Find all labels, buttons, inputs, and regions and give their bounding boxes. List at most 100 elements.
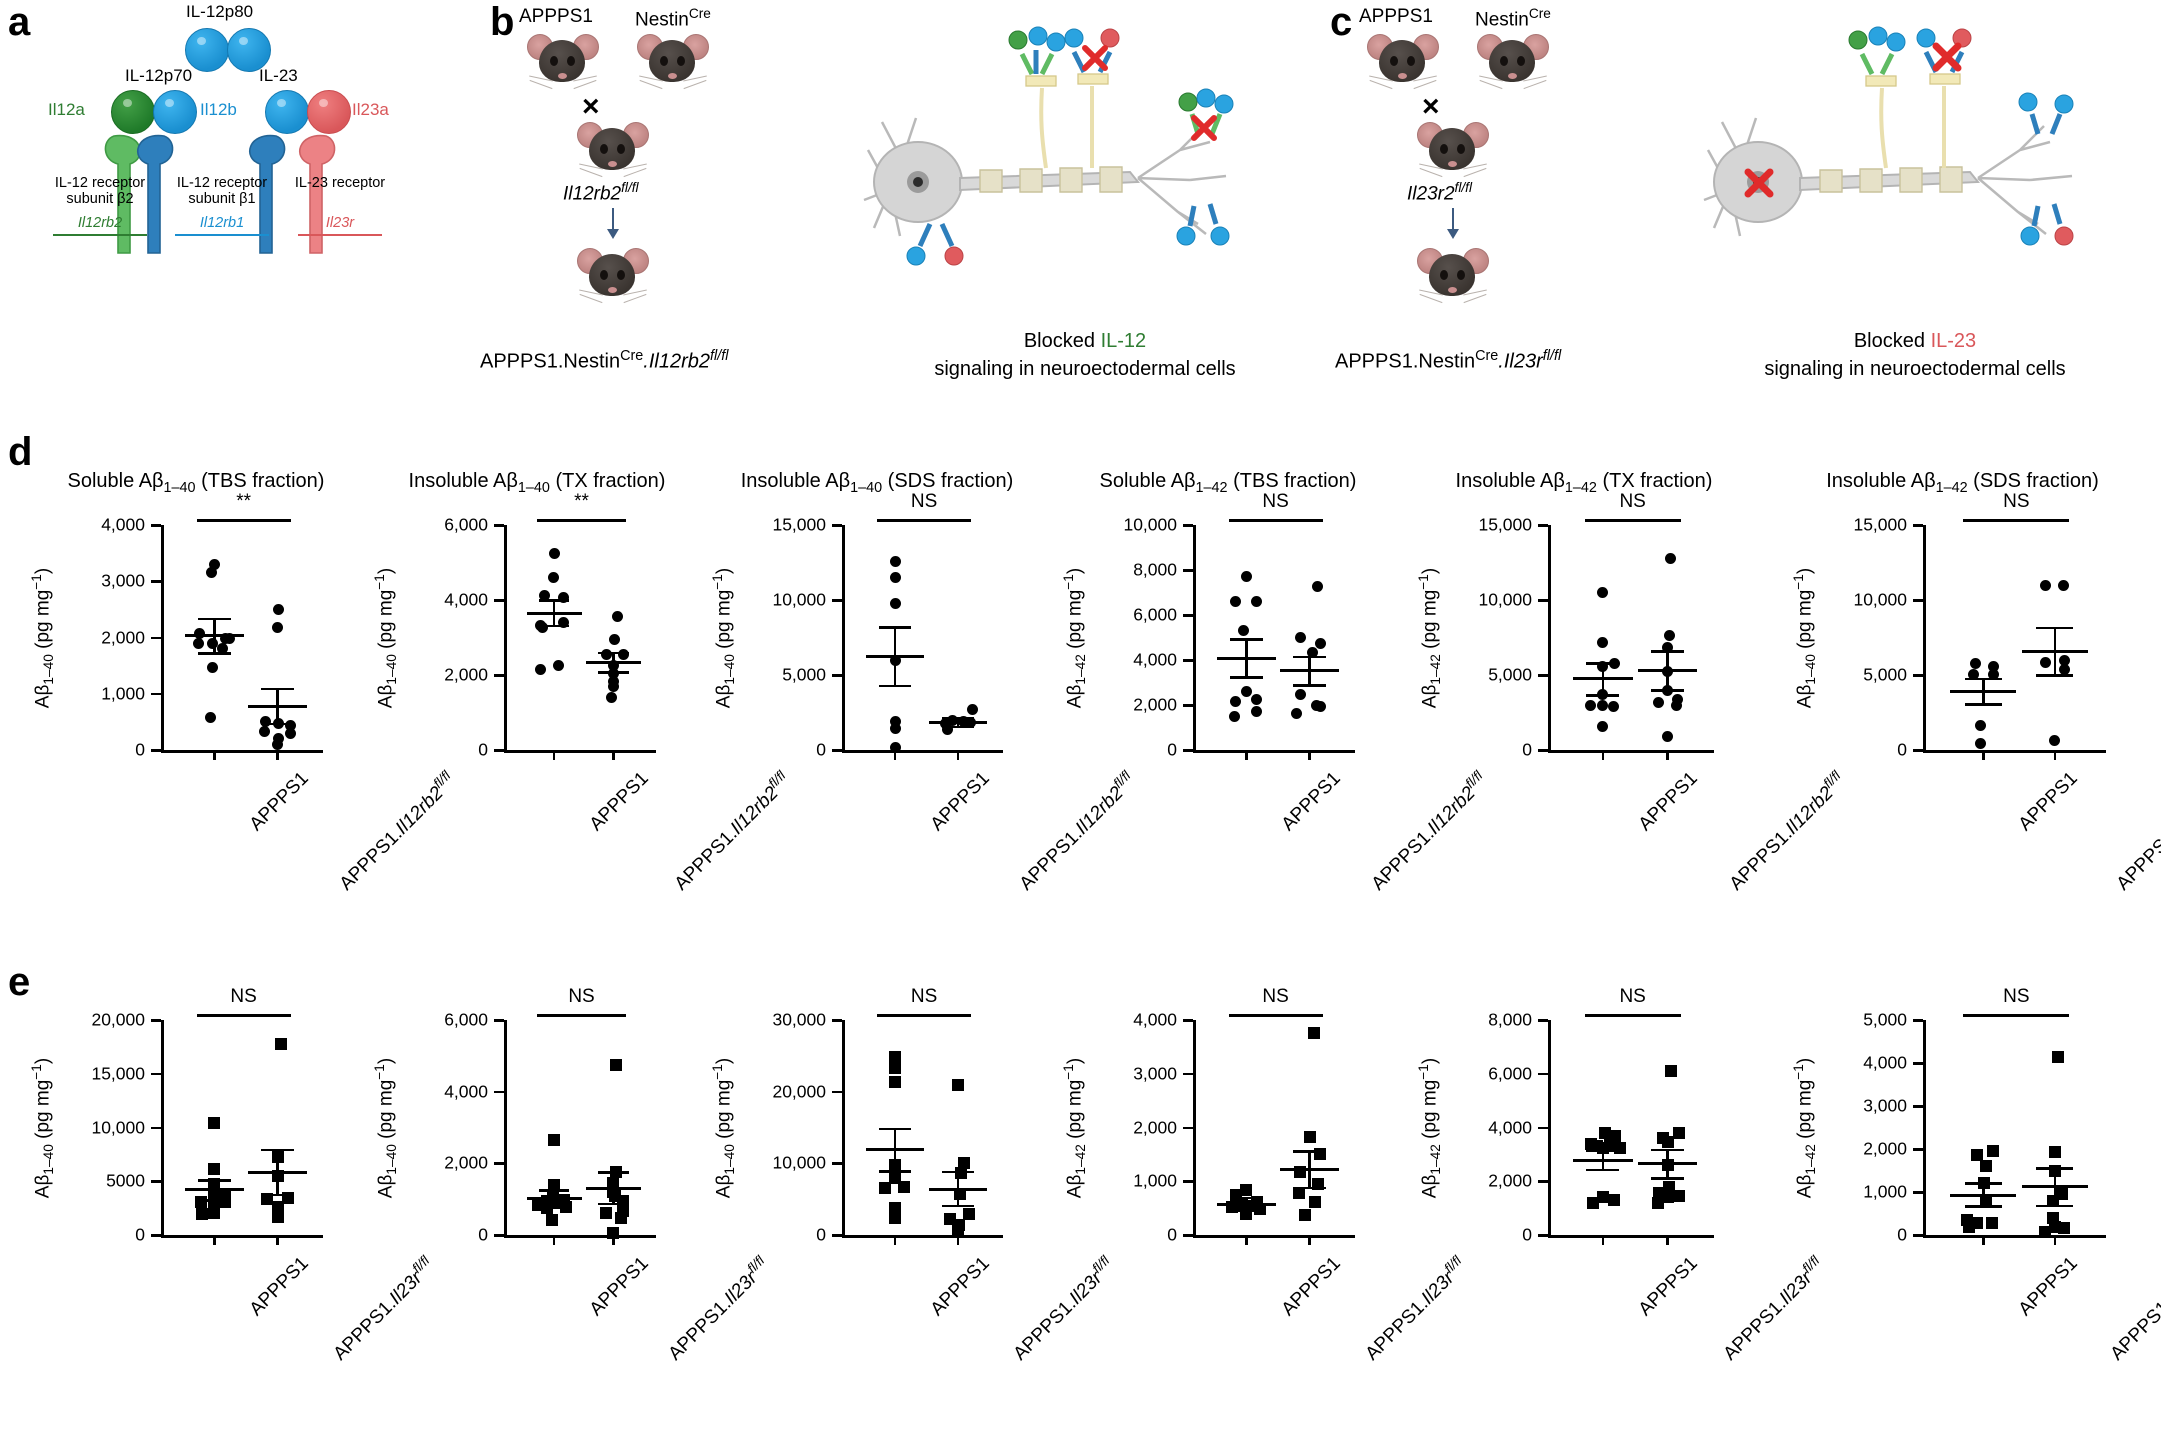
significance-label-e6: NS	[2003, 986, 2030, 1007]
data-point	[1292, 1186, 1305, 1199]
y-tick-d4-5	[1183, 524, 1193, 527]
il23a-ball	[307, 90, 351, 134]
y-ticklabel-d5-3: 15,000	[1478, 514, 1532, 535]
data-point	[548, 1134, 561, 1147]
y-tick-d4-4	[1183, 569, 1193, 572]
error-bar	[956, 1171, 960, 1206]
gene-label-il12b: Il12b	[200, 100, 237, 119]
data-point	[1314, 700, 1326, 712]
underline-il12rb2	[53, 234, 147, 236]
y-ticklabel-d1-4: 4,000	[101, 514, 145, 535]
error-bar	[1666, 651, 1669, 690]
significance-label-d6: NS	[2003, 491, 2030, 512]
gene-label-il23r: Il23r	[325, 215, 355, 231]
y-ticklabel-e6-1: 1,000	[1863, 1181, 1907, 1202]
y-axis-e4	[1193, 1020, 1196, 1237]
panel-c-caption-line2: signaling in neuroectodermal cells	[1764, 358, 2066, 380]
data-point	[259, 715, 271, 727]
data-point	[208, 559, 220, 571]
mouse-offspring-b	[575, 246, 651, 304]
panel-c-offspring-label: APPPS1.NestinCre.Il23rfl/fl	[1335, 348, 1562, 373]
data-point	[889, 555, 901, 567]
y-ticklabel-d4-0: 0	[1167, 739, 1177, 760]
data-point	[1238, 625, 1250, 637]
error-cap-upper	[941, 1170, 974, 1174]
chart-title-d6: Insoluble Aβ1–42 (SDS fraction)	[1826, 470, 2099, 496]
error-cap-lower	[941, 725, 974, 729]
error-bar	[893, 627, 897, 686]
panel-b-letter: b	[490, 0, 515, 44]
data-point	[600, 648, 612, 660]
data-point	[966, 704, 978, 715]
data-point	[1970, 657, 1982, 669]
x-axis-e4	[1193, 1235, 1355, 1238]
y-tick-d5-1	[1538, 674, 1548, 677]
error-bar	[1245, 1197, 1248, 1211]
significance-bar-e2	[537, 1014, 626, 1017]
panel-b-caption-line2: signaling in neuroectodermal cells	[934, 358, 1236, 380]
y-tick-e6-0	[1913, 1234, 1923, 1237]
error-cap-upper	[2036, 1167, 2074, 1170]
cytokine-label-il23: IL-23	[259, 66, 298, 85]
y-tick-e1-4	[151, 1019, 161, 1022]
data-point	[1597, 700, 1609, 712]
chart-title-d2: Insoluble Aβ1–40 (TX fraction)	[408, 470, 666, 496]
error-cap-lower	[1965, 1205, 2002, 1208]
y-axis-label-e1: Aβ1–40 (pg mg−1)	[29, 1057, 57, 1198]
x-axis-d5	[1548, 750, 1714, 753]
data-point	[2052, 1050, 2065, 1063]
y-ticklabel-e6-3: 3,000	[1863, 1095, 1907, 1116]
data-point	[1240, 1184, 1253, 1197]
data-point	[1229, 710, 1241, 722]
data-point	[2059, 655, 2071, 667]
significance-bar-d3	[877, 519, 971, 522]
gene-label-il12rb2: Il12rb2	[77, 215, 123, 231]
underline-il23r	[298, 234, 382, 236]
x-tick	[1982, 1235, 1985, 1245]
y-tick-e6-5	[1913, 1019, 1923, 1022]
y-tick-d1-3	[151, 580, 161, 583]
data-point	[272, 738, 284, 750]
data-point	[2059, 663, 2071, 675]
il12b-ball-right	[265, 90, 309, 134]
y-axis-label-e3: Aβ1–40 (pg mg−1)	[710, 1057, 738, 1198]
y-axis-d6	[1923, 525, 1926, 752]
error-cap-upper	[1586, 1149, 1620, 1153]
gene-label-il12rb1: Il12rb1	[199, 215, 245, 231]
y-tick-e3-1	[832, 1162, 842, 1165]
x-tick	[213, 1235, 216, 1245]
data-point	[195, 1207, 208, 1220]
data-point	[1671, 693, 1683, 705]
il12p80-ball-2	[227, 28, 271, 72]
panel-a-letter: a	[8, 0, 31, 44]
data-point	[1963, 1221, 1976, 1234]
error-cap-lower	[598, 1202, 629, 1206]
data-point	[1673, 1190, 1686, 1203]
chart-d2: Insoluble Aβ1–40 (TX fraction) 0 2,000 4,00…	[372, 470, 789, 895]
error-cap-upper	[198, 617, 231, 621]
y-tick-d2-0	[494, 749, 504, 752]
data-point	[1596, 1191, 1609, 1204]
panel-c-parent2-label: NestinCre	[1475, 6, 1551, 31]
y-ticklabel-e5-4: 8,000	[1488, 1009, 1532, 1030]
error-cap-lower	[2036, 1204, 2074, 1208]
data-point	[273, 603, 285, 615]
mouse-il12rb2-floxed	[575, 120, 651, 178]
error-cap-upper	[1965, 1182, 2002, 1185]
y-ticklabel-e6-0: 0	[1897, 1224, 1907, 1245]
y-axis-label-d2: Aβ1–40 (pg mg−1)	[372, 567, 400, 708]
error-bar	[612, 652, 615, 672]
error-bar	[1601, 663, 1605, 696]
data-point	[1590, 1140, 1603, 1153]
panel-a: a IL-12p80 IL-12p70 IL-23 Il12a Il12b Il…	[0, 0, 430, 300]
y-ticklabel-e1-2: 10,000	[91, 1117, 145, 1137]
error-cap-lower	[879, 1170, 912, 1173]
x-axis-e5	[1548, 1235, 1714, 1238]
x-axis-label: APPPS1	[1278, 768, 1346, 836]
data-point	[878, 1182, 891, 1195]
significance-label-e4: NS	[1262, 986, 1289, 1007]
y-tick-d4-2	[1183, 659, 1193, 662]
error-bar	[213, 1180, 216, 1201]
data-point	[1975, 737, 1987, 749]
y-ticklabel-d6-1: 5,000	[1863, 664, 1907, 685]
